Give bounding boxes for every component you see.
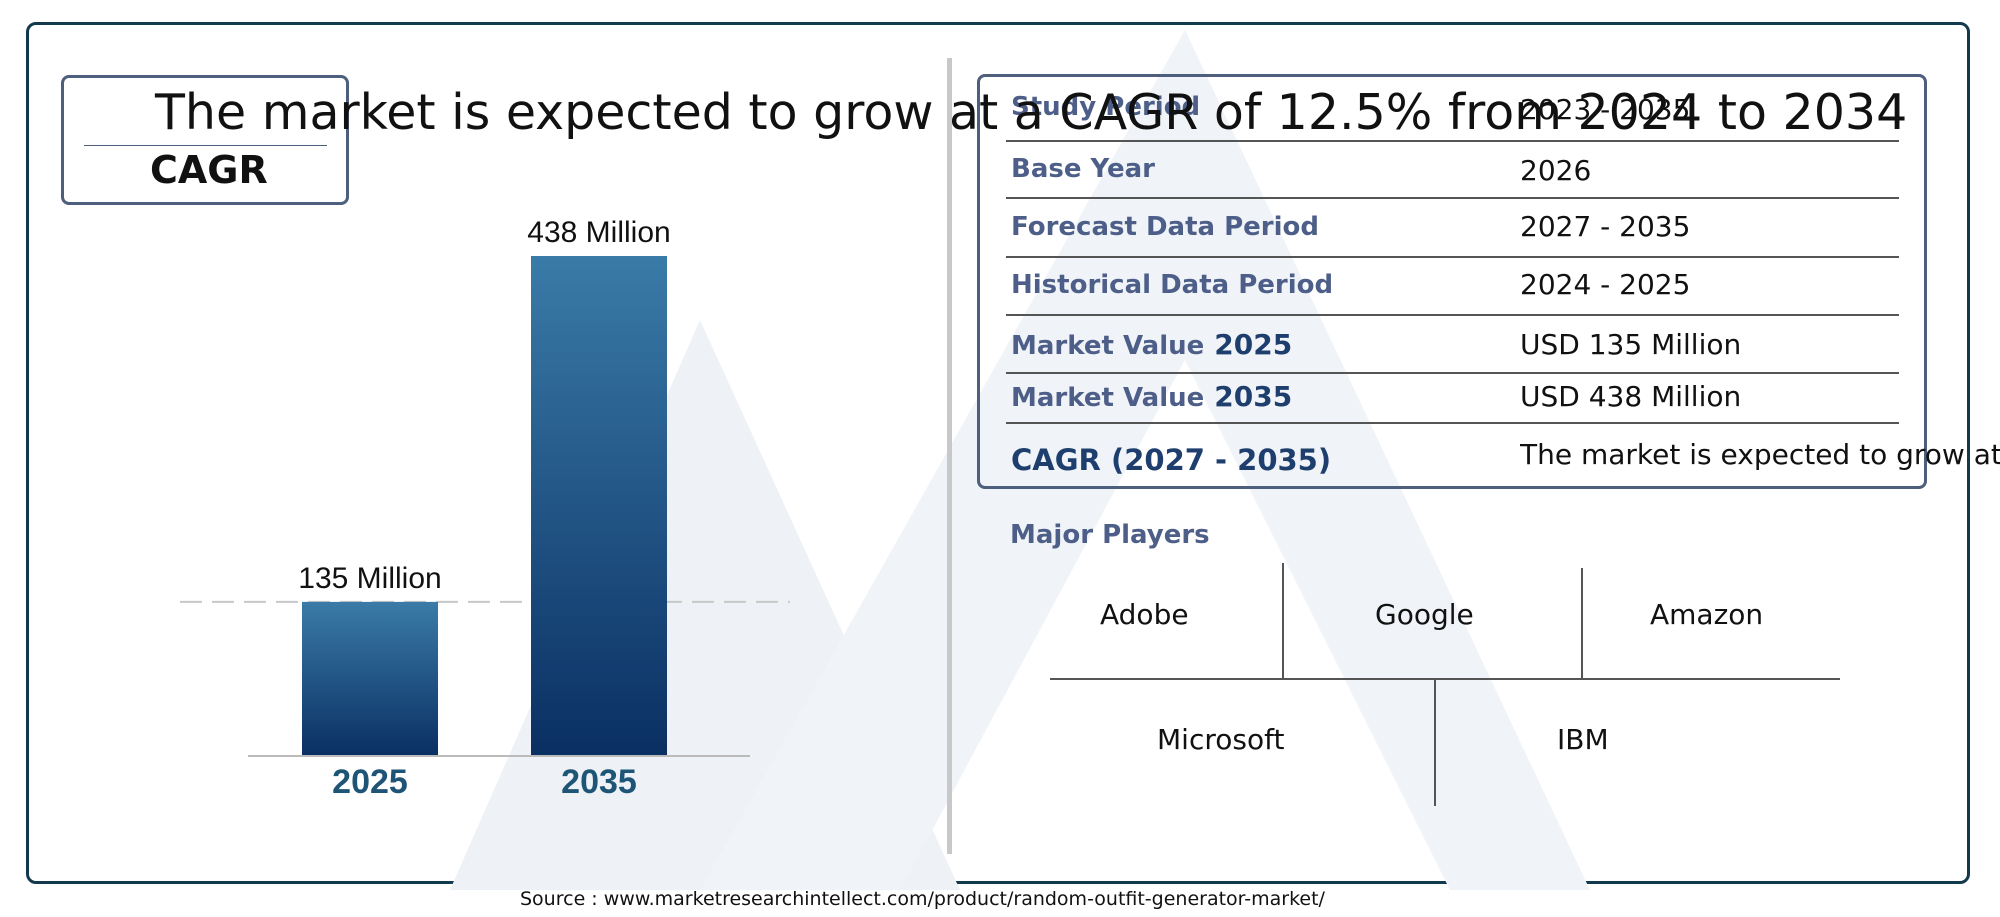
bar-2035	[531, 256, 667, 756]
bar-value-label: 135 Million	[298, 562, 441, 595]
table-value-historical-period: 2024 - 2025	[1520, 268, 1691, 301]
player-ibm: IBM	[1557, 723, 1609, 756]
player-microsoft: Microsoft	[1157, 723, 1285, 756]
x-tick-label: 2035	[561, 763, 637, 801]
player-amazon: Amazon	[1650, 598, 1764, 631]
bar-chart: 135 Million 2025 438 Million 2035	[180, 216, 790, 801]
cagr-label: CAGR	[150, 148, 268, 192]
table-value-market-value-2025: USD 135 Million	[1520, 328, 1742, 361]
table-value-market-value-2035: USD 438 Million	[1520, 380, 1742, 413]
market-value-year: 2035	[1214, 380, 1293, 413]
table-row-divider	[1006, 256, 1899, 258]
bar-2025	[302, 601, 438, 756]
table-label-market-value-2035: Market Value 2035	[1011, 380, 1292, 413]
market-value-label: Market Value	[1011, 383, 1205, 413]
table-row-divider	[1006, 197, 1899, 199]
table-value-forecast-period: 2027 - 2035	[1520, 210, 1691, 243]
table-label-historical-period: Historical Data Period	[1011, 270, 1334, 300]
info-table-box	[977, 74, 1927, 489]
player-google: Google	[1375, 598, 1474, 631]
table-row-divider	[1006, 314, 1899, 316]
vertical-divider	[947, 58, 952, 854]
cagr-box	[61, 75, 349, 205]
headline-text: The market is expected to grow at a CAGR…	[155, 84, 1908, 141]
cagr-rule	[84, 145, 327, 146]
source-citation: Source : www.marketresearchintellect.com…	[520, 888, 1325, 910]
table-value-base-year: 2026	[1520, 154, 1592, 187]
players-divider	[1581, 568, 1583, 678]
table-label-forecast-period: Forecast Data Period	[1011, 212, 1319, 242]
major-players-title: Major Players	[1010, 520, 1210, 550]
table-label-cagr: CAGR (2027 - 2035)	[1011, 443, 1332, 477]
players-divider	[1050, 678, 1840, 680]
table-row-divider	[1006, 140, 1899, 142]
table-value-cagr: The market is expected to grow at a CAGR…	[1520, 438, 2000, 471]
table-row-divider	[1006, 372, 1899, 374]
market-value-label: Market Value	[1011, 331, 1205, 361]
player-adobe: Adobe	[1100, 598, 1189, 631]
x-tick-label: 2025	[332, 763, 408, 801]
market-value-year: 2025	[1214, 328, 1293, 361]
table-value-study-period: 2023 - 2035	[1520, 93, 1691, 126]
table-label-market-value-2025: Market Value 2025	[1011, 328, 1292, 361]
table-label-base-year: Base Year	[1011, 154, 1155, 184]
players-divider	[1282, 563, 1284, 678]
table-label-study-period: Study Period	[1011, 92, 1201, 122]
table-row-divider	[1006, 422, 1899, 424]
bar-value-label: 438 Million	[527, 216, 670, 249]
players-divider	[1434, 680, 1436, 806]
